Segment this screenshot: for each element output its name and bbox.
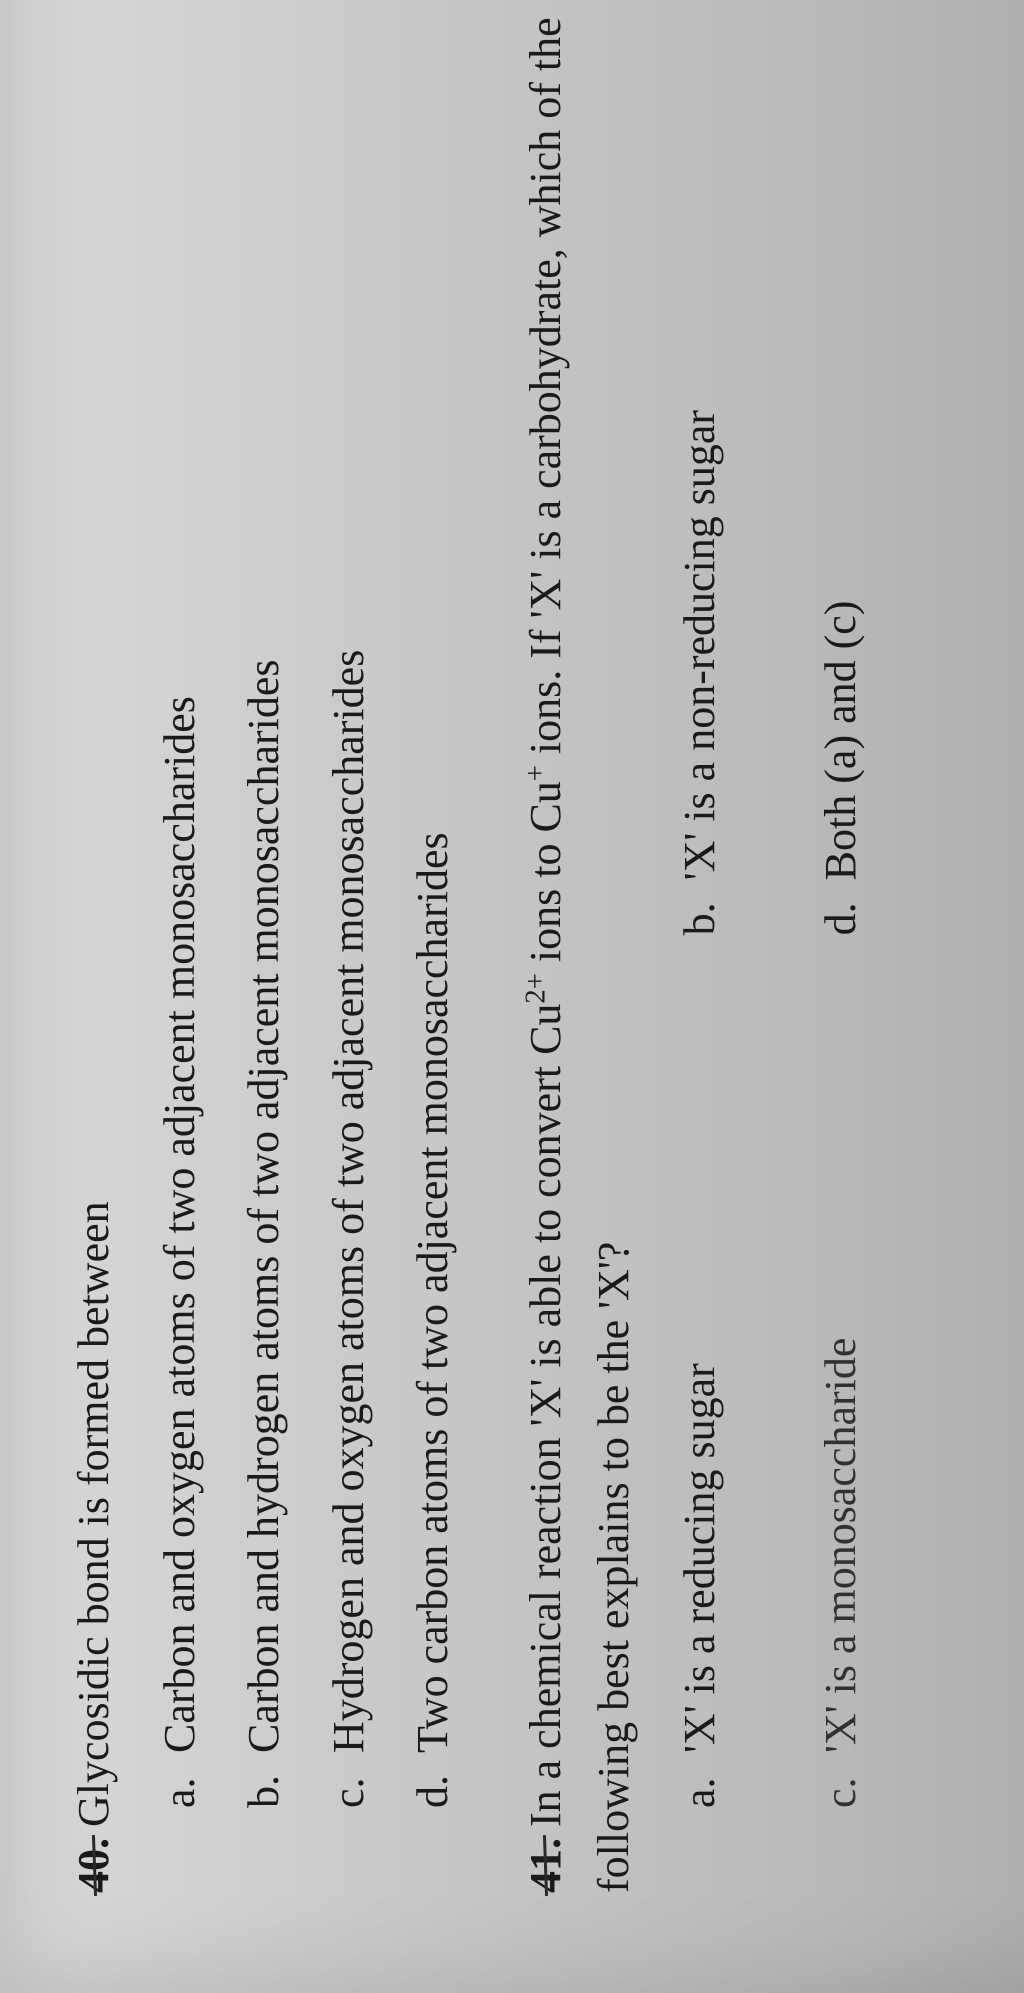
text-mid: ions to Cu bbox=[521, 781, 570, 973]
option-text: Hydrogen and oxygen atoms of two adjacen… bbox=[315, 0, 383, 1753]
option-text: 'X' is a non-reducing sugar bbox=[666, 123, 734, 881]
option-b: b. 'X' is a non-reducing sugar bbox=[666, 123, 734, 936]
question-40-options: a. Carbon and oxygen atoms of two adjace… bbox=[146, 0, 467, 1893]
question-41-options: a. 'X' is a reducing sugar b. 'X' is a n… bbox=[666, 0, 886, 1893]
option-text: Carbon and oxygen atoms of two adjacent … bbox=[146, 0, 214, 1753]
option-letter: a. bbox=[146, 1753, 214, 1808]
option-c: c. Hydrogen and oxygen atoms of two adja… bbox=[315, 0, 383, 1808]
question-text: Glycosidic bond is formed between bbox=[69, 1201, 118, 1827]
superscript: 2+ bbox=[520, 973, 551, 1003]
option-text: Both (a) and (c) bbox=[807, 123, 875, 881]
question-number: 41. bbox=[521, 1838, 570, 1893]
option-letter: c. bbox=[807, 1753, 875, 1808]
option-letter: b. bbox=[666, 880, 734, 935]
option-text: 'X' is a reducing sugar bbox=[666, 995, 734, 1753]
option-text: Carbon and hydrogen atoms of two adjacen… bbox=[230, 0, 298, 1753]
option-b: b. Carbon and hydrogen atoms of two adja… bbox=[230, 0, 298, 1808]
question-number: 40. bbox=[69, 1838, 118, 1893]
option-letter: c. bbox=[315, 1753, 383, 1808]
question-text: In a chemical reaction 'X' is able to co… bbox=[521, 17, 638, 1893]
option-a: a. Carbon and oxygen atoms of two adjace… bbox=[146, 0, 214, 1808]
option-d: d. Two carbon atoms of two adjacent mono… bbox=[399, 0, 467, 1808]
option-letter: d. bbox=[399, 1753, 467, 1808]
option-c: c. 'X' is a monosaccharide bbox=[807, 995, 875, 1808]
question-41: 41. In a chemical reaction 'X' is able t… bbox=[512, 0, 887, 1893]
superscript: + bbox=[520, 765, 551, 781]
question-40: 40. Glycosidic bond is formed between a.… bbox=[60, 0, 467, 1893]
option-text: 'X' is a monosaccharide bbox=[807, 995, 875, 1753]
scanned-page: 40. Glycosidic bond is formed between a.… bbox=[0, 0, 1024, 1993]
option-letter: b. bbox=[230, 1753, 298, 1808]
option-text: Two carbon atoms of two adjacent monosac… bbox=[399, 0, 467, 1753]
text-prefix: In a chemical reaction 'X' is able to co… bbox=[521, 1004, 570, 1827]
option-letter: d. bbox=[807, 880, 875, 935]
option-letter: a. bbox=[666, 1753, 734, 1808]
option-d: d. Both (a) and (c) bbox=[807, 123, 875, 936]
option-a: a. 'X' is a reducing sugar bbox=[666, 995, 734, 1808]
